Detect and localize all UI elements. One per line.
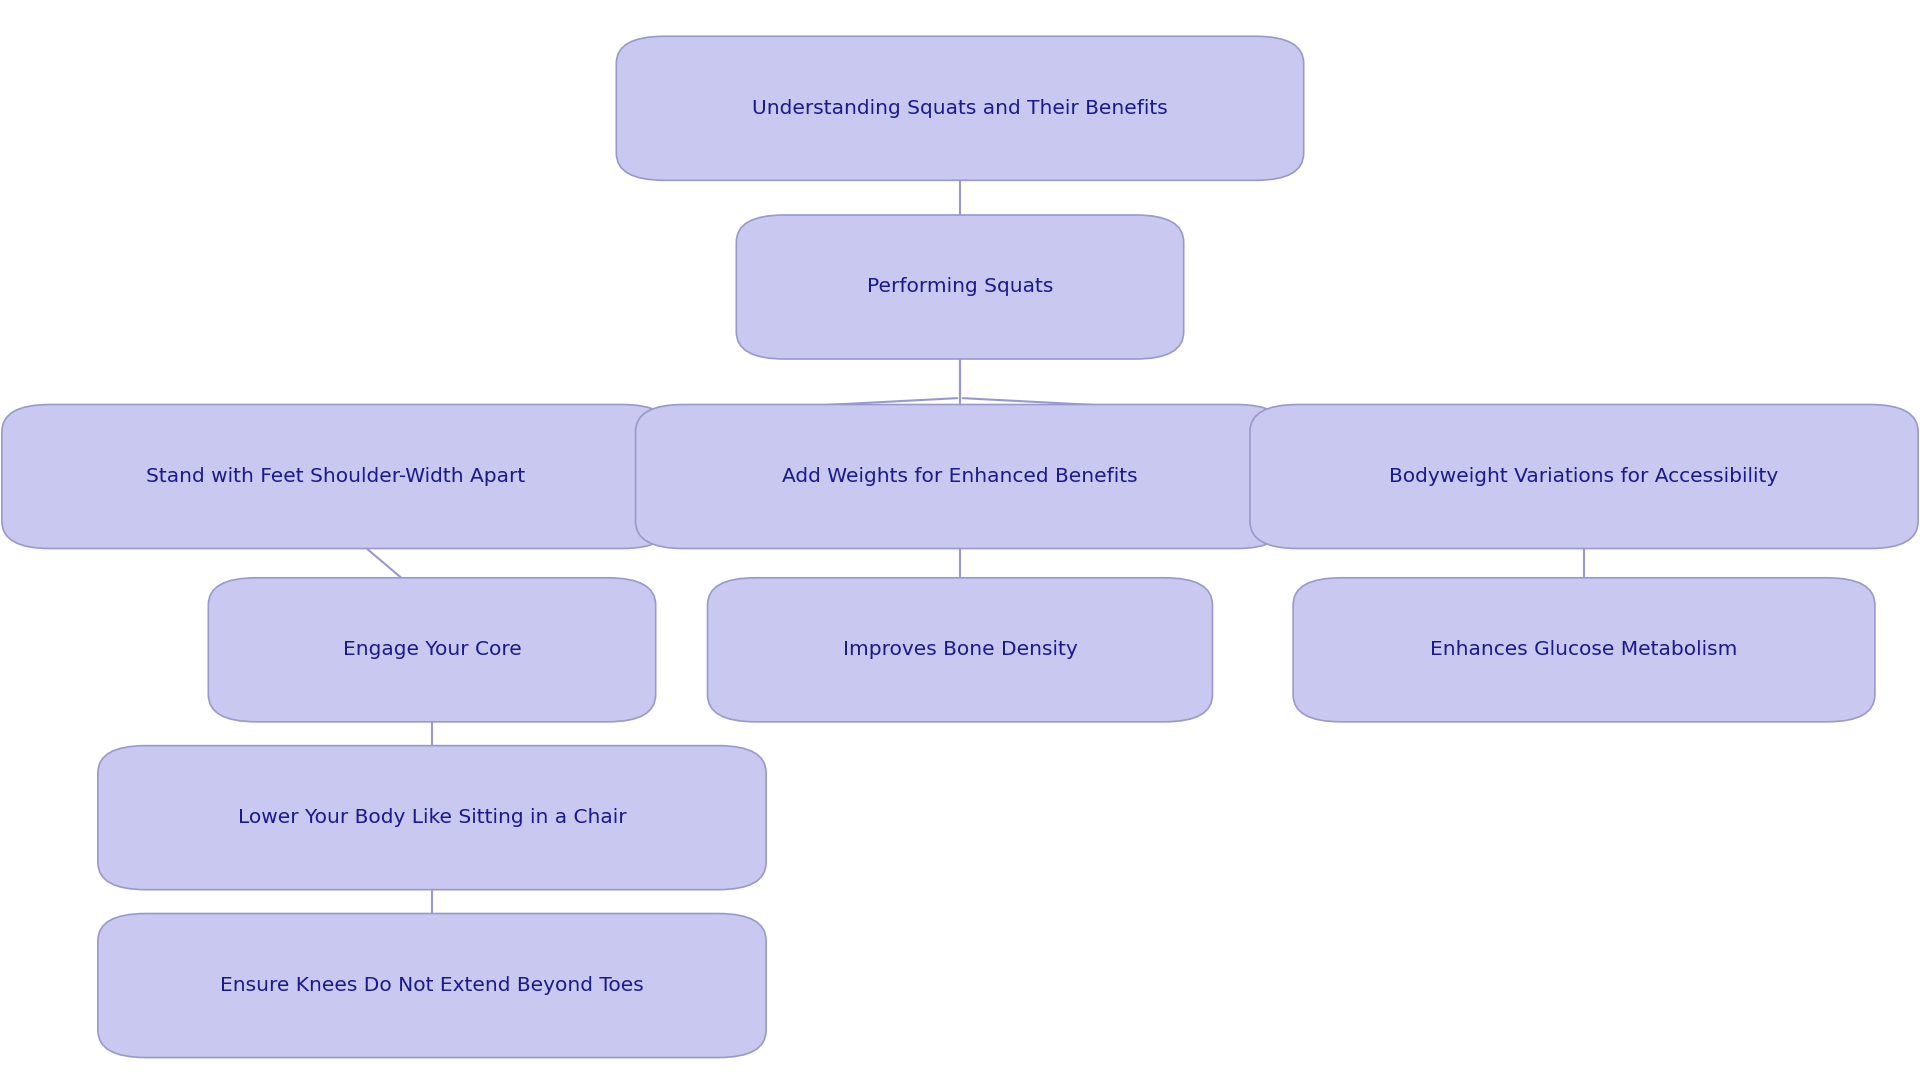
- Text: Understanding Squats and Their Benefits: Understanding Squats and Their Benefits: [753, 99, 1167, 118]
- Text: Ensure Knees Do Not Extend Beyond Toes: Ensure Knees Do Not Extend Beyond Toes: [221, 976, 643, 995]
- FancyBboxPatch shape: [2, 405, 670, 548]
- Text: Performing Squats: Performing Squats: [866, 277, 1054, 297]
- FancyBboxPatch shape: [1294, 578, 1874, 722]
- Text: Lower Your Body Like Sitting in a Chair: Lower Your Body Like Sitting in a Chair: [238, 808, 626, 827]
- FancyBboxPatch shape: [98, 914, 766, 1057]
- FancyBboxPatch shape: [1250, 405, 1918, 548]
- Text: Bodyweight Variations for Accessibility: Bodyweight Variations for Accessibility: [1390, 467, 1778, 486]
- FancyBboxPatch shape: [616, 37, 1304, 180]
- Text: Enhances Glucose Metabolism: Enhances Glucose Metabolism: [1430, 640, 1738, 660]
- FancyBboxPatch shape: [636, 405, 1284, 548]
- FancyBboxPatch shape: [209, 578, 657, 722]
- FancyBboxPatch shape: [98, 746, 766, 890]
- Text: Stand with Feet Shoulder-Width Apart: Stand with Feet Shoulder-Width Apart: [146, 467, 526, 486]
- FancyBboxPatch shape: [735, 214, 1183, 360]
- FancyBboxPatch shape: [707, 578, 1213, 722]
- Text: Add Weights for Enhanced Benefits: Add Weights for Enhanced Benefits: [781, 467, 1139, 486]
- Text: Improves Bone Density: Improves Bone Density: [843, 640, 1077, 660]
- Text: Engage Your Core: Engage Your Core: [342, 640, 522, 660]
